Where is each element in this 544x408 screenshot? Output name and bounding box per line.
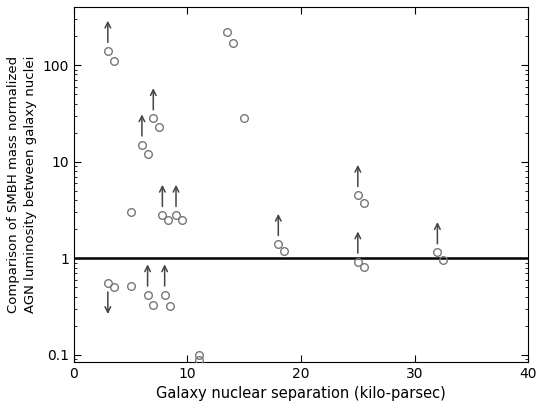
X-axis label: Galaxy nuclear separation (kilo-parsec): Galaxy nuclear separation (kilo-parsec) xyxy=(156,386,446,401)
Y-axis label: Comparison of SMBH mass normalized
AGN luminosity between galaxy nuclei: Comparison of SMBH mass normalized AGN l… xyxy=(7,55,37,313)
